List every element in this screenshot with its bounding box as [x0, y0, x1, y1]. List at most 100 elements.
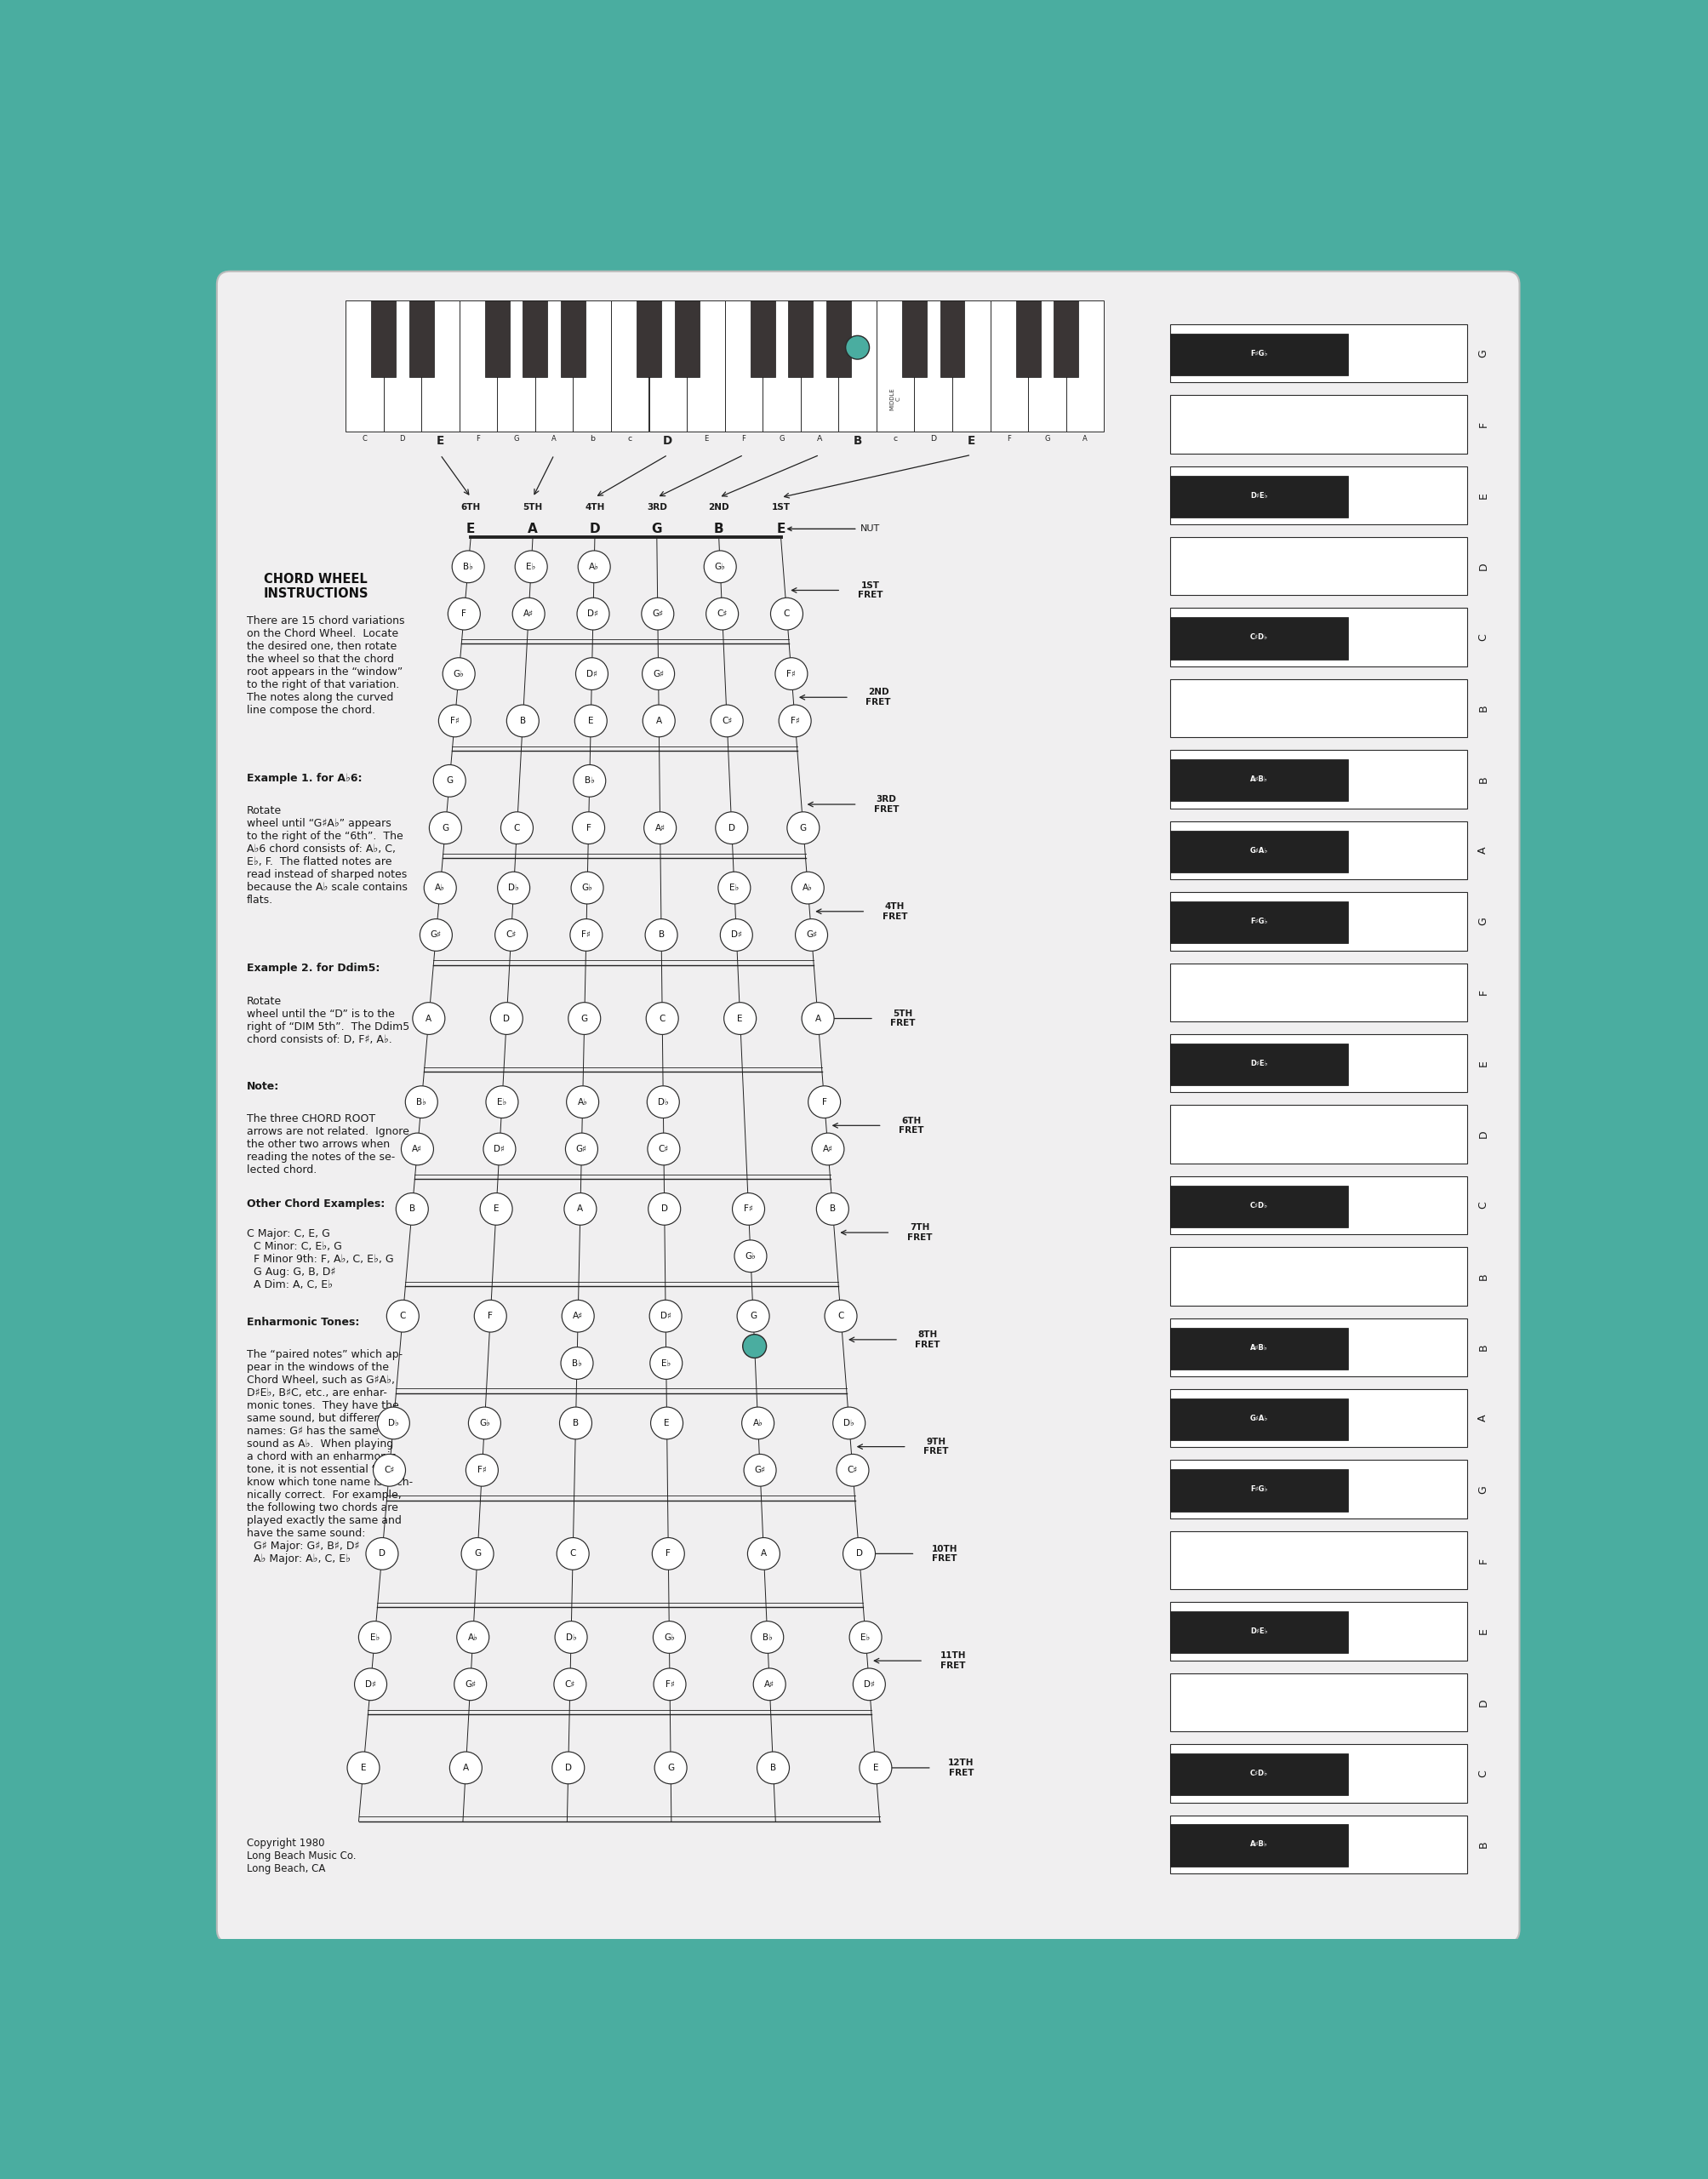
- Circle shape: [577, 551, 610, 582]
- Circle shape: [642, 658, 675, 691]
- Text: D♯: D♯: [494, 1144, 506, 1153]
- Bar: [422, 301, 459, 431]
- Text: Note:: Note:: [246, 1081, 278, 1092]
- Circle shape: [842, 1538, 874, 1569]
- Circle shape: [347, 1752, 379, 1785]
- Text: G♯: G♯: [430, 930, 441, 939]
- Text: D♭: D♭: [565, 1632, 576, 1641]
- Circle shape: [832, 1408, 864, 1438]
- Text: 1ST
FRET: 1ST FRET: [857, 582, 881, 599]
- Text: C: C: [569, 1549, 576, 1558]
- Text: F: F: [1477, 1558, 1488, 1562]
- Text: G♯: G♯: [806, 930, 816, 939]
- Text: A: A: [552, 436, 557, 442]
- Text: A: A: [1477, 848, 1488, 854]
- Text: 12TH
FRET: 12TH FRET: [948, 1758, 974, 1778]
- Text: G: G: [1477, 917, 1488, 926]
- Text: MIDDLE
C: MIDDLE C: [890, 388, 900, 410]
- Bar: [1170, 466, 1465, 525]
- Circle shape: [359, 1621, 391, 1654]
- Text: F: F: [586, 824, 591, 832]
- Text: E: E: [704, 436, 707, 442]
- Circle shape: [405, 1085, 437, 1118]
- Bar: [687, 301, 724, 431]
- Text: D: D: [589, 523, 600, 536]
- Text: A: A: [463, 1763, 468, 1772]
- Text: B: B: [572, 1419, 579, 1427]
- Text: A♭: A♭: [436, 885, 446, 891]
- Circle shape: [811, 1133, 844, 1166]
- Text: Copyright 1980
Long Beach Music Co.
Long Beach, CA: Copyright 1980 Long Beach Music Co. Long…: [246, 1837, 355, 1874]
- Text: Example 1. for A♭6:: Example 1. for A♭6:: [246, 774, 362, 784]
- Text: E: E: [873, 1763, 878, 1772]
- Bar: [1170, 1318, 1465, 1377]
- Text: B♭: B♭: [417, 1098, 427, 1107]
- Text: E: E: [967, 436, 975, 447]
- Text: A♯B♭: A♯B♭: [1250, 1344, 1267, 1351]
- Text: A♭: A♭: [753, 1419, 763, 1427]
- Bar: [989, 301, 1028, 431]
- Text: B: B: [852, 436, 861, 447]
- Text: E: E: [494, 1205, 499, 1214]
- Text: G: G: [442, 824, 449, 832]
- Text: D: D: [1477, 562, 1488, 571]
- Circle shape: [646, 1002, 678, 1035]
- Circle shape: [562, 1301, 594, 1331]
- Text: 8TH
FRET: 8TH FRET: [915, 1331, 939, 1349]
- Bar: [951, 301, 989, 431]
- Circle shape: [366, 1538, 398, 1569]
- Text: C: C: [362, 436, 367, 442]
- Text: B: B: [1477, 1841, 1488, 1848]
- Circle shape: [454, 1669, 487, 1700]
- Text: E♭: E♭: [661, 1360, 671, 1368]
- Text: A♯: A♯: [822, 1144, 834, 1153]
- Text: B: B: [714, 523, 724, 536]
- Text: C♯: C♯: [506, 930, 516, 939]
- Text: 11TH
FRET: 11TH FRET: [939, 1652, 965, 1669]
- Text: C: C: [837, 1312, 844, 1320]
- Circle shape: [429, 813, 461, 843]
- Text: C♯: C♯: [565, 1680, 576, 1689]
- Circle shape: [647, 1192, 680, 1225]
- Text: G: G: [512, 436, 519, 442]
- Circle shape: [640, 597, 673, 630]
- Text: G: G: [446, 776, 453, 784]
- Circle shape: [717, 872, 750, 904]
- Circle shape: [736, 1301, 769, 1331]
- Text: D♭: D♭: [658, 1098, 668, 1107]
- Text: D♯: D♯: [588, 610, 598, 619]
- Text: E♭: E♭: [369, 1632, 379, 1641]
- Text: C: C: [1477, 1769, 1488, 1778]
- Circle shape: [570, 872, 603, 904]
- Text: G♭: G♭: [745, 1253, 755, 1259]
- Text: D♯E♭: D♯E♭: [1250, 1628, 1267, 1634]
- Bar: [345, 301, 383, 431]
- Text: C♯: C♯: [847, 1466, 857, 1475]
- Circle shape: [557, 1538, 589, 1569]
- Text: E: E: [775, 523, 786, 536]
- Text: E: E: [360, 1763, 366, 1772]
- Text: D: D: [663, 436, 673, 447]
- Circle shape: [560, 1347, 593, 1379]
- Text: C: C: [514, 824, 519, 832]
- Circle shape: [485, 1085, 518, 1118]
- Text: G♯A♭: G♯A♭: [1249, 845, 1267, 854]
- Bar: [1170, 1612, 1348, 1654]
- FancyBboxPatch shape: [217, 272, 1518, 1944]
- Text: 10TH
FRET: 10TH FRET: [931, 1545, 956, 1562]
- Text: D♭: D♭: [388, 1419, 398, 1427]
- Text: 3RD
FRET: 3RD FRET: [873, 795, 898, 813]
- Bar: [762, 301, 801, 431]
- Text: D: D: [379, 1549, 386, 1558]
- Text: 5TH: 5TH: [523, 503, 543, 512]
- Text: D: D: [661, 1205, 668, 1214]
- Text: C♯: C♯: [384, 1466, 395, 1475]
- Text: A♭: A♭: [468, 1632, 478, 1641]
- Bar: [801, 301, 839, 431]
- Text: D♯E♭: D♯E♭: [1250, 1059, 1267, 1068]
- Text: B♭: B♭: [584, 776, 594, 784]
- Bar: [611, 301, 649, 431]
- Text: There are 15 chord variations
on the Chord Wheel.  Locate
the desired one, then : There are 15 chord variations on the Cho…: [246, 614, 405, 717]
- Bar: [1170, 1469, 1348, 1512]
- Text: G: G: [1044, 436, 1049, 442]
